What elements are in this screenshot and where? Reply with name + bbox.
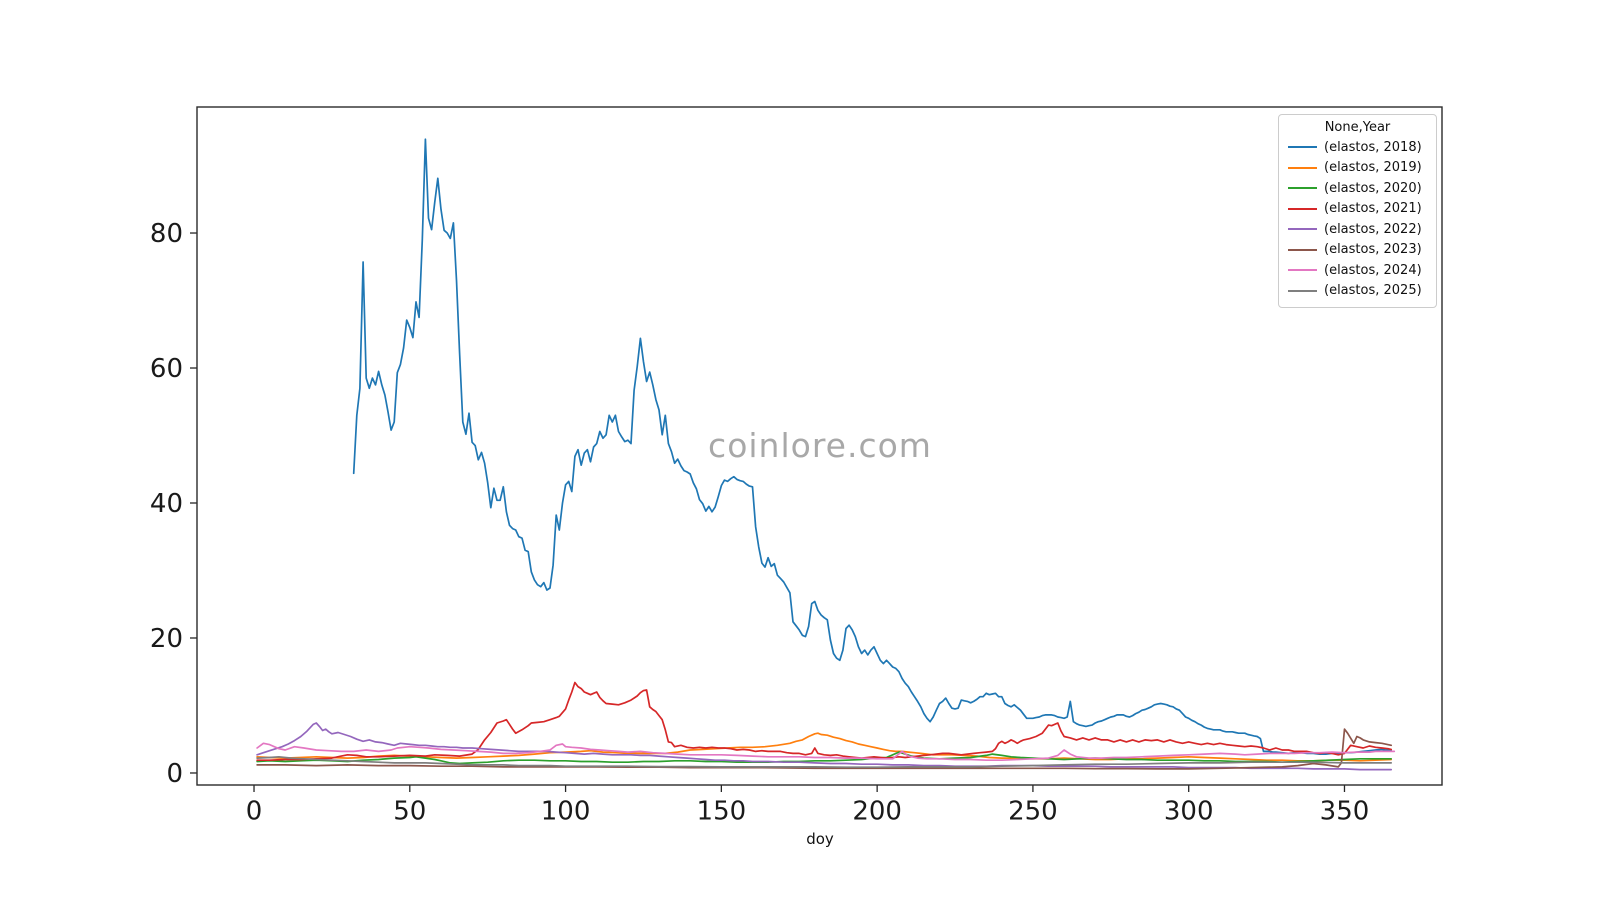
series-line-elastos2020	[256, 751, 1393, 765]
legend-label: (elastos, 2021)	[1324, 201, 1422, 217]
series-line-elastos2024	[256, 742, 1396, 762]
x-tick-label: 300	[1164, 796, 1214, 826]
y-tick-label: 80	[150, 219, 183, 249]
y-tick-label: 40	[150, 489, 183, 519]
x-axis-label: doy	[806, 830, 834, 848]
legend-swatch-icon	[1288, 289, 1317, 292]
legend-entries: (elastos, 2018) (elastos, 2019) (elastos, …	[1279, 137, 1436, 301]
series-line-elastos2022	[256, 722, 1393, 771]
legend-entry: (elastos, 2023)	[1279, 240, 1436, 261]
x-tick-label: 0	[246, 796, 263, 826]
legend-label: (elastos, 2023)	[1324, 242, 1422, 258]
legend-label: (elastos, 2018)	[1324, 139, 1422, 155]
legend-swatch-icon	[1288, 248, 1317, 251]
plot-frame	[196, 106, 1443, 786]
y-tick-label: 60	[150, 354, 183, 384]
legend-entry: (elastos, 2021)	[1279, 199, 1436, 220]
legend-swatch-icon	[1288, 187, 1317, 190]
legend-entry: (elastos, 2024)	[1279, 260, 1436, 281]
legend-swatch-icon	[1288, 228, 1317, 231]
legend-label: (elastos, 2019)	[1324, 160, 1422, 176]
legend-label: (elastos, 2025)	[1324, 283, 1422, 299]
x-tick-label: 200	[852, 796, 902, 826]
legend-label: (elastos, 2024)	[1324, 262, 1422, 278]
legend-entry: (elastos, 2022)	[1279, 219, 1436, 240]
legend-entry: (elastos, 2020)	[1279, 178, 1436, 199]
series-group	[256, 138, 1396, 771]
legend-label: (elastos, 2022)	[1324, 221, 1422, 237]
x-tick-label: 50	[393, 796, 426, 826]
legend-entry: (elastos, 2025)	[1279, 281, 1436, 302]
x-tick-label: 100	[541, 796, 591, 826]
legend-box: None,Year (elastos, 2018) (elastos, 2019)…	[1278, 114, 1437, 308]
series-line-elastos2019	[256, 732, 1393, 762]
series-line-elastos2021	[256, 681, 1393, 762]
x-tick-label: 250	[1008, 796, 1058, 826]
x-tick-label: 350	[1320, 796, 1370, 826]
x-tick-label: 150	[697, 796, 747, 826]
legend-entry: (elastos, 2019)	[1279, 158, 1436, 179]
series-line-elastos2025	[256, 755, 1393, 769]
y-tick-label: 0	[166, 759, 183, 789]
y-tick-label: 20	[150, 624, 183, 654]
legend-swatch-icon	[1288, 146, 1317, 149]
legend-swatch-icon	[1288, 207, 1317, 210]
legend-swatch-icon	[1288, 166, 1317, 169]
series-line-elastos2018	[352, 138, 1393, 755]
legend-title: None,Year	[1324, 120, 1391, 135]
legend-label: (elastos, 2020)	[1324, 180, 1422, 196]
legend-swatch-icon	[1288, 269, 1317, 272]
legend-entry: (elastos, 2018)	[1279, 137, 1436, 158]
series-line-elastos2023	[256, 728, 1393, 770]
